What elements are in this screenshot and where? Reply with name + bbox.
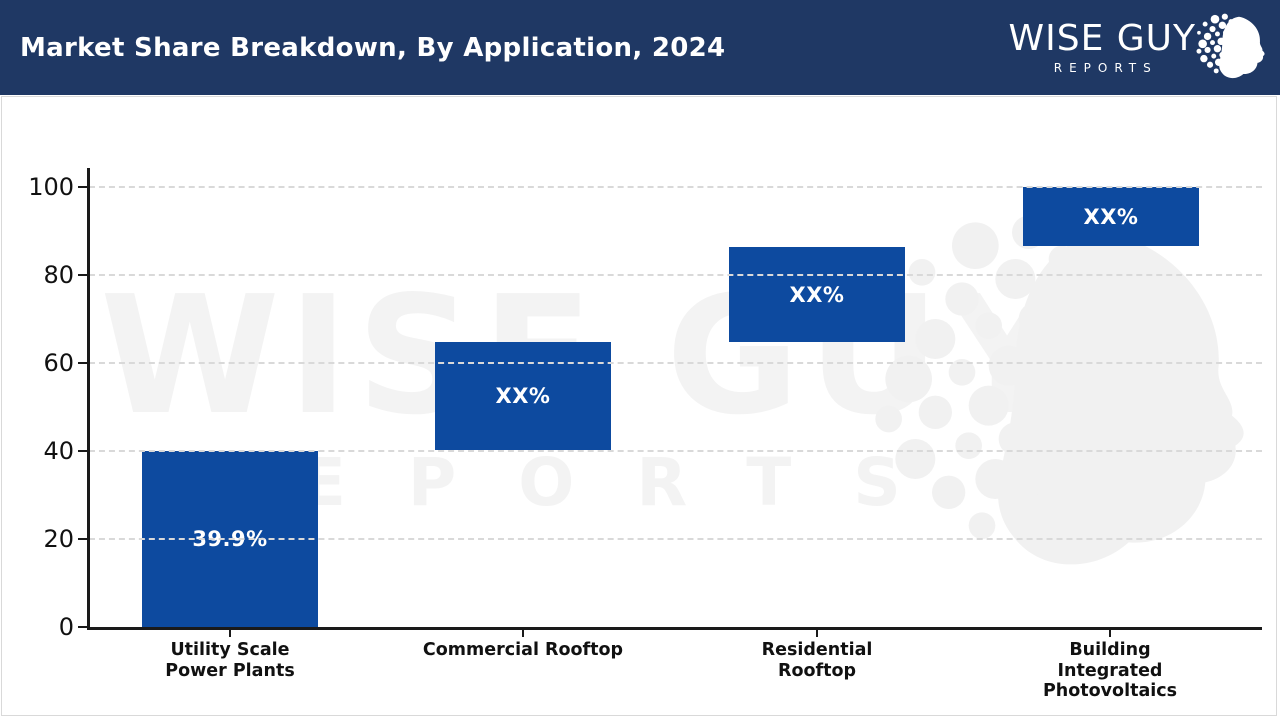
- bar-commercial-rooftop: XX%: [435, 342, 611, 450]
- y-tick-mark: [78, 186, 87, 188]
- brand-head-icon: [1196, 13, 1265, 79]
- chart-card-border: [1, 96, 1277, 716]
- bar-building-integrated-photovoltaics: XX%: [1023, 187, 1199, 246]
- x-label-building-integrated-photovoltaics: Building Integrated Photovoltaics: [1042, 640, 1178, 701]
- y-tick-mark: [78, 626, 87, 628]
- x-label-utility-scale-power-plants: Utility Scale Power Plants: [165, 640, 295, 681]
- bar-value-label: XX%: [1083, 204, 1139, 229]
- y-tick-mark: [78, 362, 87, 364]
- gridline-20: [89, 538, 1262, 540]
- x-label-commercial-rooftop: Commercial Rooftop: [422, 640, 624, 660]
- brand-subtitle: REPORTS: [1053, 60, 1158, 75]
- y-tick-mark: [78, 274, 87, 276]
- brand-logo: WISE GUY REPORTS: [1009, 13, 1269, 82]
- x-tick-mark: [816, 630, 818, 637]
- y-axis-line: [87, 168, 90, 629]
- y-tick-label-20: 20: [43, 525, 74, 553]
- y-tick-label-60: 60: [43, 349, 74, 377]
- x-tick-mark: [229, 630, 231, 637]
- x-axis-line: [87, 627, 1262, 630]
- x-tick-mark: [1109, 630, 1111, 637]
- gridline-40: [89, 450, 1262, 452]
- y-tick-mark: [78, 538, 87, 540]
- y-tick-label-80: 80: [43, 261, 74, 289]
- x-tick-mark: [522, 630, 524, 637]
- brand-logo-text: WISE GUY REPORTS: [1008, 17, 1197, 75]
- page-title: Market Share Breakdown, By Application, …: [20, 32, 726, 63]
- x-label-residential-rooftop: Residential Rooftop: [761, 640, 873, 681]
- bar-value-label: XX%: [789, 282, 845, 307]
- bar-residential-rooftop: XX%: [729, 247, 905, 342]
- gridline-60: [89, 362, 1262, 364]
- y-tick-label-0: 0: [58, 613, 74, 641]
- bar-value-label: XX%: [495, 384, 551, 408]
- brand-name: WISE GUY: [1008, 17, 1196, 59]
- watermark-head-icon: [875, 215, 1244, 565]
- gridline-80: [89, 274, 1262, 276]
- y-tick-label-100: 100: [28, 173, 74, 201]
- y-tick-label-40: 40: [43, 437, 74, 465]
- header-bar: Market Share Breakdown, By Application, …: [0, 0, 1280, 95]
- gridline-100: [89, 186, 1262, 188]
- y-tick-mark: [78, 450, 87, 452]
